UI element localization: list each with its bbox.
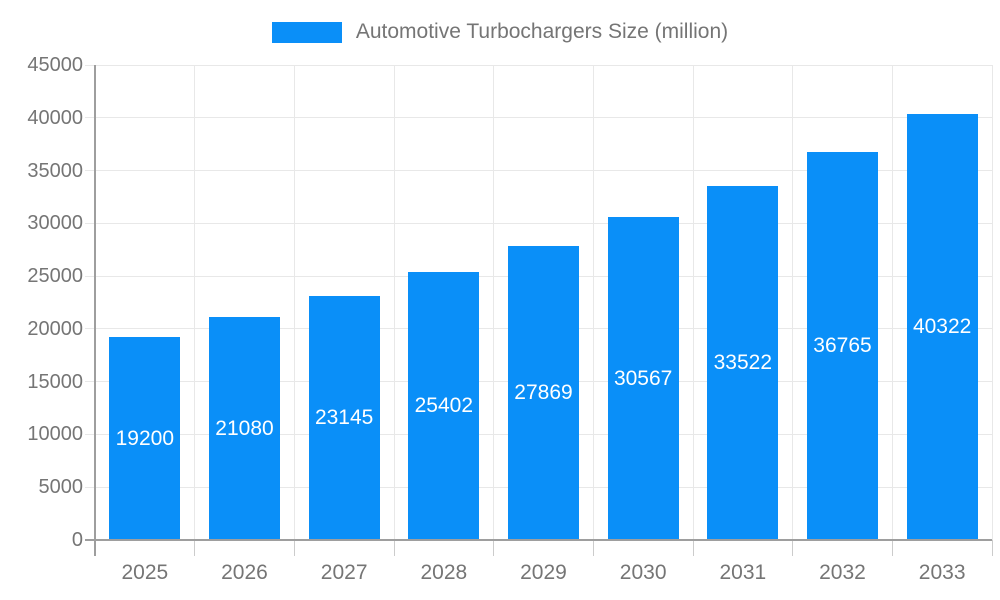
bar-value-label: 27869 xyxy=(514,380,573,404)
x-gridline xyxy=(792,65,794,540)
x-axis-tick-label: 2028 xyxy=(420,561,468,584)
x-axis-tick xyxy=(692,540,694,556)
x-axis-tick xyxy=(792,540,794,556)
x-axis-line xyxy=(85,539,992,541)
x-axis-tick-label: 2031 xyxy=(719,561,767,584)
y-axis-line xyxy=(94,65,96,556)
x-axis-tick-label: 2030 xyxy=(619,561,667,584)
x-axis-tick-label: 2032 xyxy=(819,561,866,584)
x-gridline xyxy=(393,65,395,540)
y-axis-tick-label: 40000 xyxy=(27,106,83,129)
x-axis-tick-label: 2025 xyxy=(121,561,169,584)
bar-value-label: 21080 xyxy=(215,416,274,440)
y-axis-tick-label: 25000 xyxy=(27,265,83,288)
legend-swatch xyxy=(271,21,342,43)
x-gridline xyxy=(293,65,295,540)
x-axis-tick xyxy=(493,540,495,556)
y-axis-tick-label: 30000 xyxy=(27,212,83,235)
bar-2025[interactable]: 19200 xyxy=(109,337,181,540)
bar-value-label: 40322 xyxy=(912,315,972,339)
bar-value-label: 33522 xyxy=(713,351,773,375)
bar-2026[interactable]: 21080 xyxy=(209,317,280,540)
x-axis-tick-label: 2026 xyxy=(221,561,268,584)
x-axis-tick xyxy=(194,540,196,556)
bar-2029[interactable]: 27869 xyxy=(508,245,579,540)
x-gridline xyxy=(991,65,993,540)
x-gridline xyxy=(592,65,594,540)
x-gridline xyxy=(194,65,196,540)
y-axis-tick-label: 35000 xyxy=(27,159,83,182)
y-gridline xyxy=(85,170,992,172)
bar-2033[interactable]: 40322 xyxy=(906,114,978,540)
bar-value-label: 19200 xyxy=(115,426,175,450)
y-axis-tick-label: 15000 xyxy=(27,370,83,393)
y-gridline xyxy=(85,222,992,224)
bar-2028[interactable]: 25402 xyxy=(408,271,480,540)
x-axis-tick xyxy=(991,540,993,556)
x-axis-tick xyxy=(891,540,893,556)
x-gridline xyxy=(692,65,694,540)
y-axis-tick-label: 45000 xyxy=(27,54,83,76)
bar-2027[interactable]: 23145 xyxy=(308,295,380,540)
y-axis-tick-label: 0 xyxy=(71,529,83,551)
bar-value-label: 25402 xyxy=(414,393,474,417)
x-axis-tick-label: 2027 xyxy=(320,561,368,584)
y-gridline xyxy=(85,64,992,66)
y-axis-tick-label: 10000 xyxy=(27,423,83,446)
legend[interactable]: Automotive Turbochargers Size (million) xyxy=(0,14,1000,50)
legend-label: Automotive Turbochargers Size (million) xyxy=(355,20,729,43)
x-axis-tick xyxy=(293,540,295,556)
bar-value-label: 23145 xyxy=(314,405,374,429)
bar-2031[interactable]: 33522 xyxy=(707,186,779,540)
x-axis-tick-label: 2029 xyxy=(520,561,567,584)
y-gridline xyxy=(85,117,992,119)
bar-value-label: 30567 xyxy=(613,366,673,390)
x-gridline xyxy=(891,65,893,540)
x-axis-tick xyxy=(592,540,594,556)
bar-value-label: 36765 xyxy=(813,333,872,357)
x-gridline xyxy=(493,65,495,540)
y-axis-tick-label: 20000 xyxy=(27,317,83,340)
x-axis-tick xyxy=(393,540,395,556)
y-axis-tick-label: 5000 xyxy=(38,476,84,499)
bar-2030[interactable]: 30567 xyxy=(607,217,679,540)
x-axis-tick-label: 2033 xyxy=(918,561,966,584)
bar-2032[interactable]: 36765 xyxy=(807,151,878,540)
